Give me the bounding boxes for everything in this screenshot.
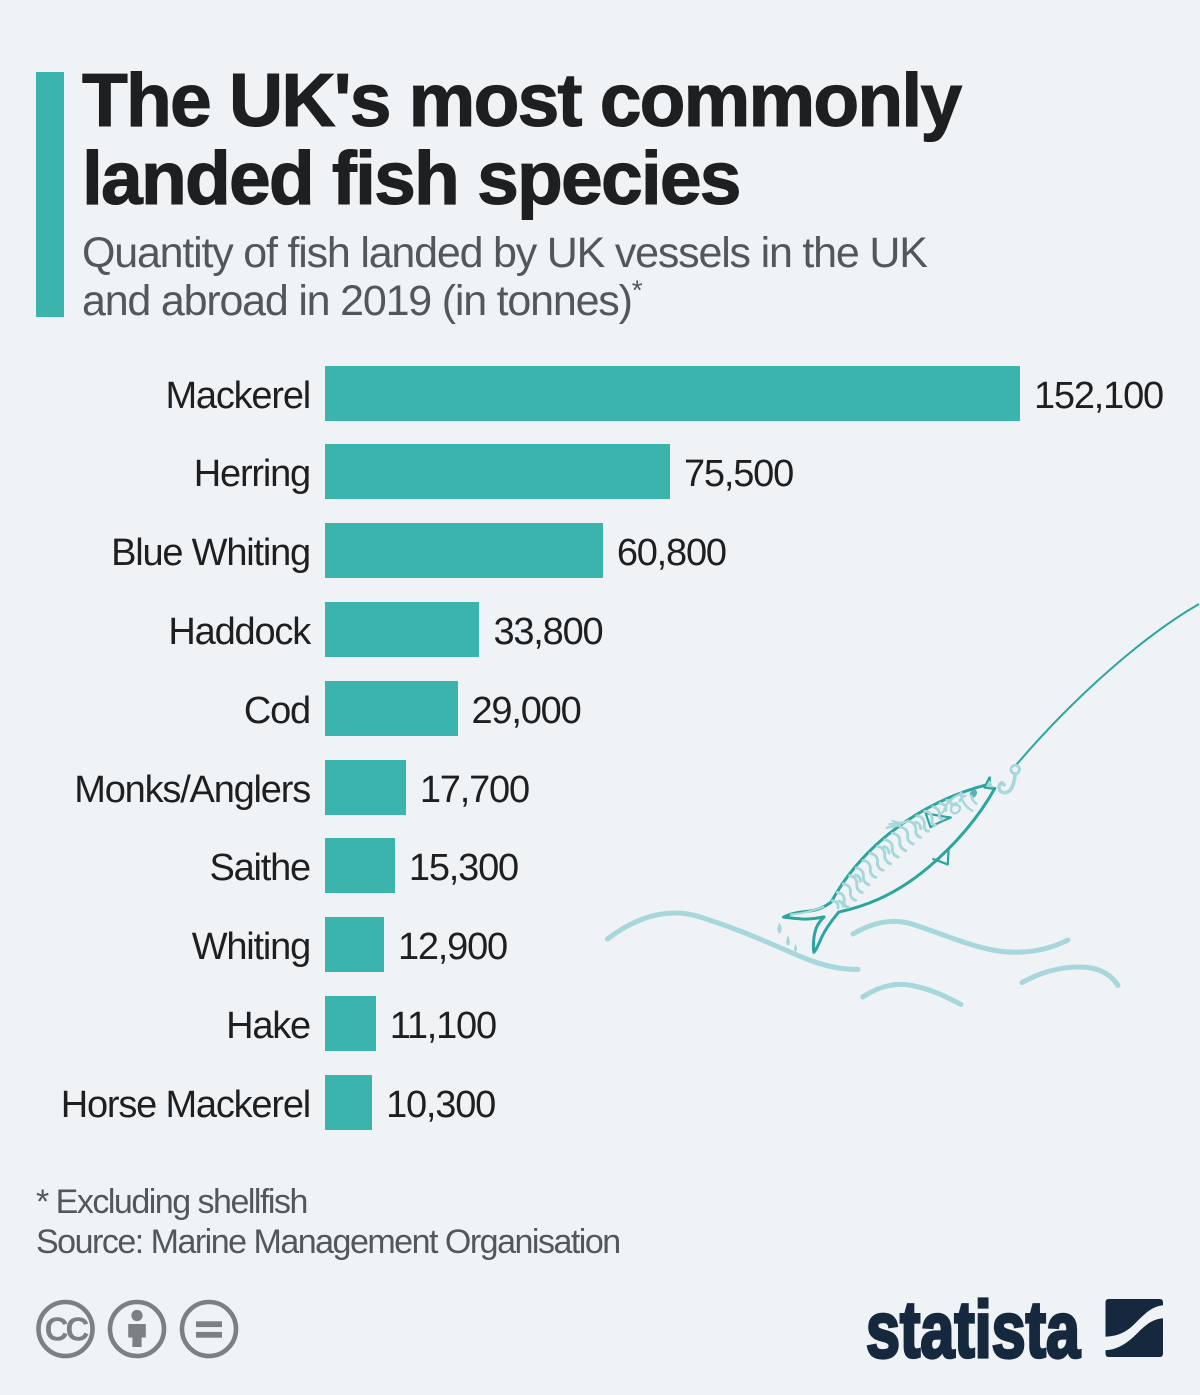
value-label: 15,300 <box>408 847 519 890</box>
category-label: Cod <box>243 689 311 732</box>
statista-logo: statista <box>864 1290 1163 1370</box>
value-label: 29,000 <box>471 689 582 732</box>
chart-row: Haddock 33,800 <box>0 601 1200 657</box>
chart-row: Cod 29,000 <box>0 680 1200 736</box>
chart-row: Saithe 15,300 <box>0 838 1200 894</box>
bar-saithe <box>325 838 395 894</box>
category-label: Hake <box>226 1004 311 1047</box>
value-label: 10,300 <box>386 1083 496 1126</box>
statista-logo-square <box>1105 1299 1163 1357</box>
value-label: 17,700 <box>419 768 530 811</box>
bar-monks-anglers <box>325 759 406 815</box>
chart-row: Herring 75,500 <box>0 444 1200 500</box>
subtitle-line1: Quantity of fish landed by UK vessels in… <box>82 229 928 277</box>
category-label: Mackerel <box>165 374 311 417</box>
chart-row: Mackerel 152,100 <box>0 365 1200 421</box>
page-title: The UK's most commonly landed fish specie… <box>81 61 962 220</box>
title-line2: landed fish species <box>81 135 742 220</box>
value-label: 11,100 <box>389 1004 497 1047</box>
statista-swoosh <box>1105 1305 1163 1351</box>
title-accent-bar <box>36 72 64 317</box>
footnote-line: * Excluding shellfish <box>36 1183 308 1221</box>
chart-subtitle: Quantity of fish landed by UK vessels in… <box>82 229 928 325</box>
chart-row: Monks/Anglers 17,700 <box>0 759 1200 815</box>
bar-haddock <box>325 601 480 657</box>
category-label: Monks/Anglers <box>74 768 311 811</box>
value-label: 75,500 <box>683 453 794 496</box>
category-label: Herring <box>193 453 311 496</box>
chart-row: Hake 11,100 <box>0 995 1200 1051</box>
subtitle-line2: and abroad in 2019 (in tonnes) <box>82 276 633 325</box>
category-label: Whiting <box>191 926 312 969</box>
title-line1: The UK's most commonly <box>81 58 962 142</box>
bar-whiting <box>325 917 384 973</box>
license-icons: CC <box>36 1299 239 1359</box>
value-label: 33,800 <box>493 610 603 653</box>
bar-blue-whiting <box>325 523 603 579</box>
cc-icon <box>36 1299 95 1359</box>
cc-text: CC <box>45 1311 89 1348</box>
person-glyph <box>128 1309 146 1347</box>
value-label: 12,900 <box>397 926 508 969</box>
category-label: Blue Whiting <box>111 532 311 575</box>
footnote-marker: * <box>631 274 643 306</box>
statista-wordmark: statista <box>866 1290 1080 1370</box>
chart-row: Horse Mackerel 10,300 <box>0 1074 1200 1130</box>
category-label: Haddock <box>168 610 311 653</box>
chart-row: Whiting 12,900 <box>0 917 1200 973</box>
equals-glyph <box>196 1321 222 1338</box>
source-line: Source: Marine Management Organisation <box>36 1223 621 1261</box>
chart-row: Blue Whiting 60,800 <box>0 523 1200 579</box>
bar-hake <box>325 995 376 1051</box>
source-note: * Excluding shellfish Source: Marine Mana… <box>36 1182 621 1262</box>
value-label: 152,100 <box>1034 374 1164 417</box>
category-label: Saithe <box>209 847 311 890</box>
attribution-person-icon <box>107 1299 167 1359</box>
bar-herring <box>325 444 670 500</box>
value-label: 60,800 <box>616 532 727 575</box>
bar-horse-mackerel <box>325 1074 373 1130</box>
no-derivatives-equals-icon <box>179 1299 239 1359</box>
bar-cod <box>325 680 458 736</box>
bar-mackerel <box>325 365 1020 421</box>
category-label: Horse Mackerel <box>60 1083 311 1126</box>
